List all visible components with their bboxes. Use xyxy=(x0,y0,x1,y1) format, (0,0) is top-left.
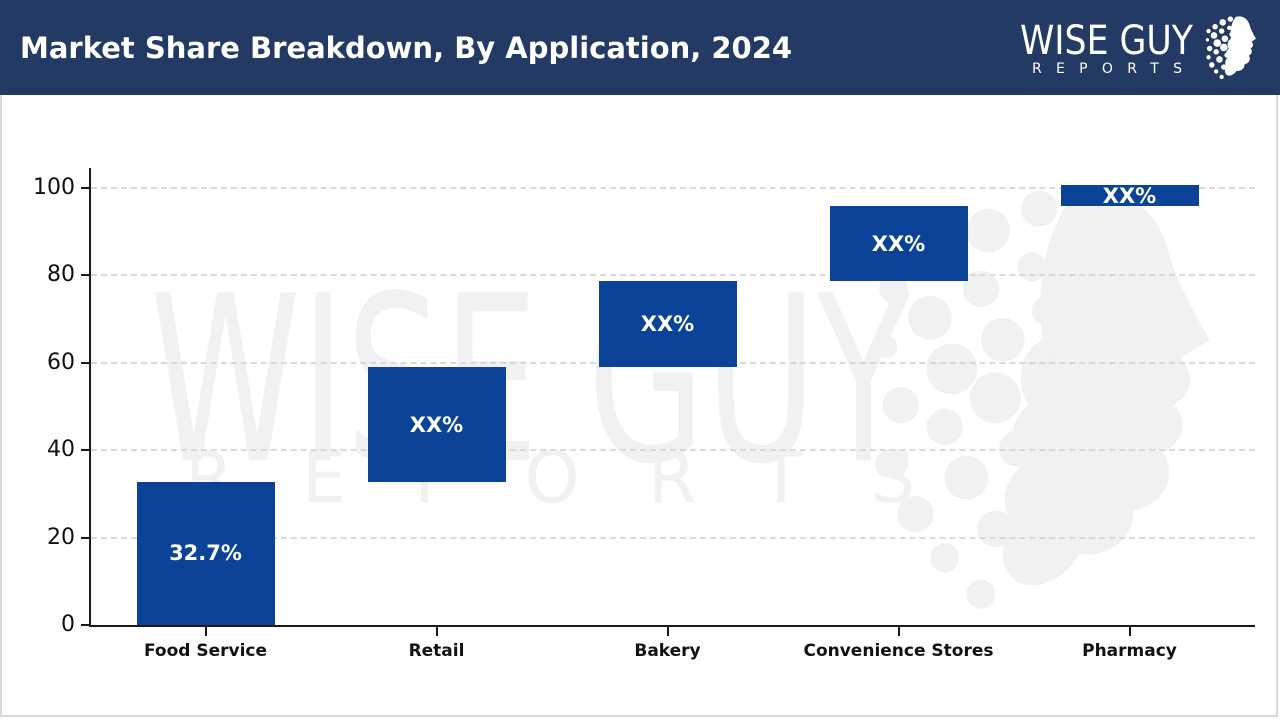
logo-face-icon xyxy=(1205,15,1256,79)
chart-panel xyxy=(0,95,1278,717)
wise-guy-reports-logo: WISE GUY REPORTS xyxy=(1020,15,1256,79)
logo-wordmark: WISE GUY xyxy=(1020,18,1193,64)
header-bar: Market Share Breakdown, By Application, … xyxy=(0,0,1280,95)
chart-title: Market Share Breakdown, By Application, … xyxy=(20,30,793,65)
